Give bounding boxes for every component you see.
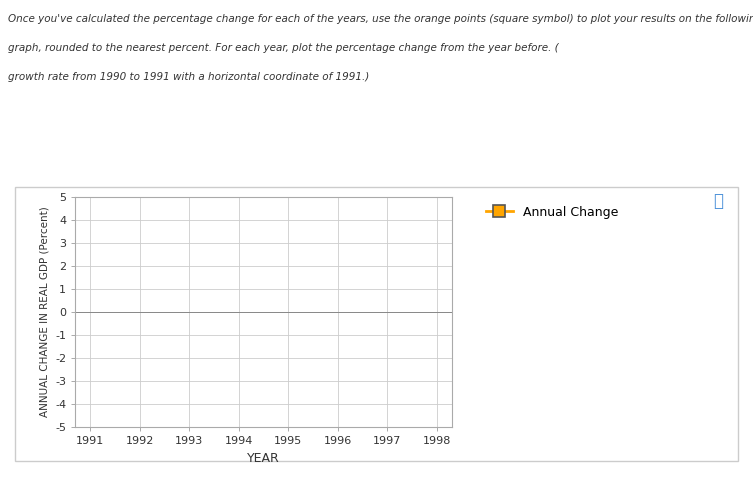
X-axis label: YEAR: YEAR: [247, 452, 280, 465]
Text: growth rate from 1990 to 1991 with a horizontal coordinate of 1991.): growth rate from 1990 to 1991 with a hor…: [8, 72, 369, 82]
Text: graph, rounded to the nearest percent. For each year, plot the percentage change: graph, rounded to the nearest percent. F…: [8, 43, 558, 53]
Legend: Annual Change: Annual Change: [480, 201, 623, 224]
Y-axis label: ANNUAL CHANGE IN REAL GDP (Percent): ANNUAL CHANGE IN REAL GDP (Percent): [40, 206, 50, 418]
Text: ❓: ❓: [713, 192, 723, 210]
Text: Once you've calculated the percentage change for each of the years, use the oran: Once you've calculated the percentage ch…: [8, 14, 753, 24]
